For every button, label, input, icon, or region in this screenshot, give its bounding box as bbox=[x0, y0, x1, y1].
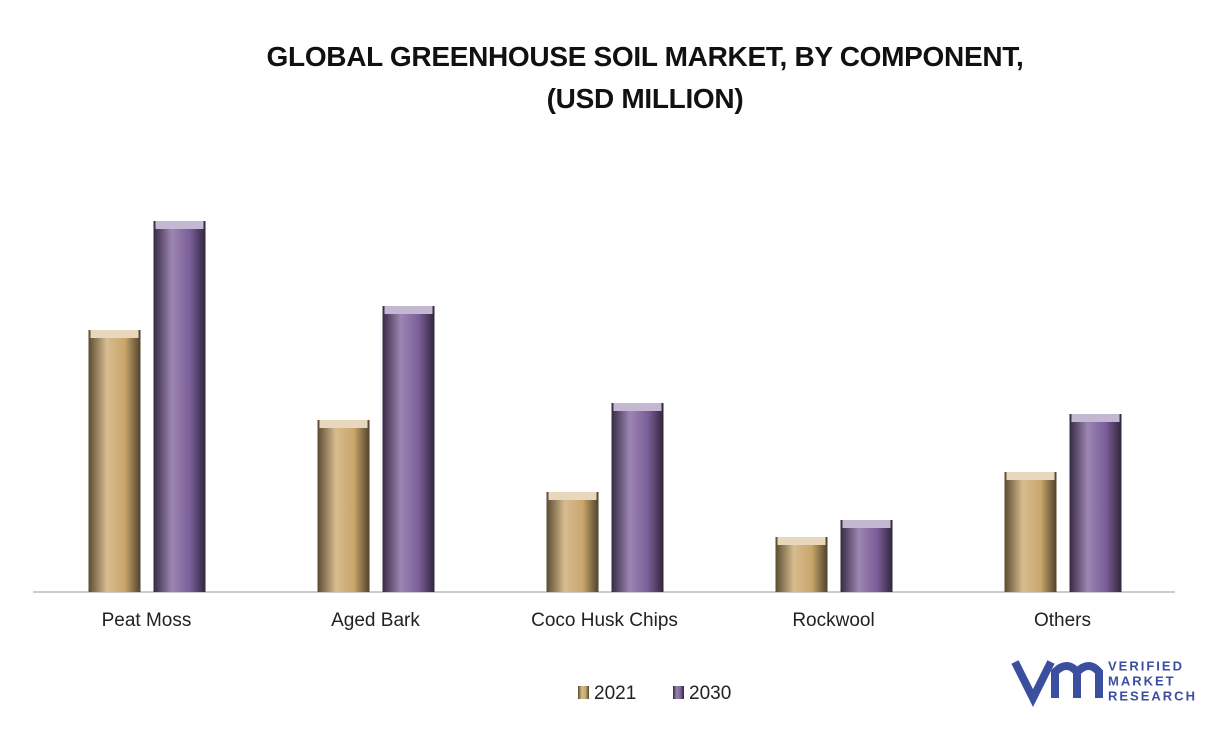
bar-cap bbox=[1006, 472, 1055, 480]
x-tick-label: Rockwool bbox=[792, 610, 874, 631]
bar-cap bbox=[90, 330, 139, 338]
bar bbox=[775, 537, 828, 592]
logo-text: VERIFIED bbox=[1108, 658, 1184, 673]
bar bbox=[1004, 472, 1057, 592]
x-tick-label: Coco Husk Chips bbox=[531, 610, 678, 631]
x-tick-label: Aged Bark bbox=[331, 610, 420, 631]
legend-swatch bbox=[673, 686, 684, 699]
bar-cap bbox=[384, 306, 433, 314]
bar-cap bbox=[777, 537, 826, 545]
legend-label: 2030 bbox=[689, 683, 731, 704]
bar bbox=[317, 420, 370, 592]
bar bbox=[1069, 414, 1122, 592]
logo-text: RESEARCH bbox=[1108, 688, 1197, 703]
bar bbox=[382, 306, 435, 592]
bar bbox=[88, 330, 141, 592]
legend-swatch bbox=[578, 686, 589, 699]
bar-cap bbox=[613, 403, 662, 411]
bar bbox=[153, 221, 206, 592]
logo-mark bbox=[1051, 662, 1103, 698]
logo-text: MARKET bbox=[1108, 673, 1176, 688]
bar-cap bbox=[1071, 414, 1120, 422]
bar-cap bbox=[548, 492, 597, 500]
logo-mark bbox=[1011, 660, 1055, 707]
x-tick-label: Peat Moss bbox=[102, 610, 192, 631]
bar-cap bbox=[842, 520, 891, 528]
bar bbox=[546, 492, 599, 592]
bar-cap bbox=[155, 221, 204, 229]
bar-cap bbox=[319, 420, 368, 428]
bar bbox=[611, 403, 664, 592]
x-tick-label: Others bbox=[1034, 610, 1091, 631]
chart-title: GLOBAL GREENHOUSE SOIL MARKET, BY COMPON… bbox=[266, 41, 1024, 114]
legend-label: 2021 bbox=[594, 683, 636, 704]
bar bbox=[840, 520, 893, 592]
